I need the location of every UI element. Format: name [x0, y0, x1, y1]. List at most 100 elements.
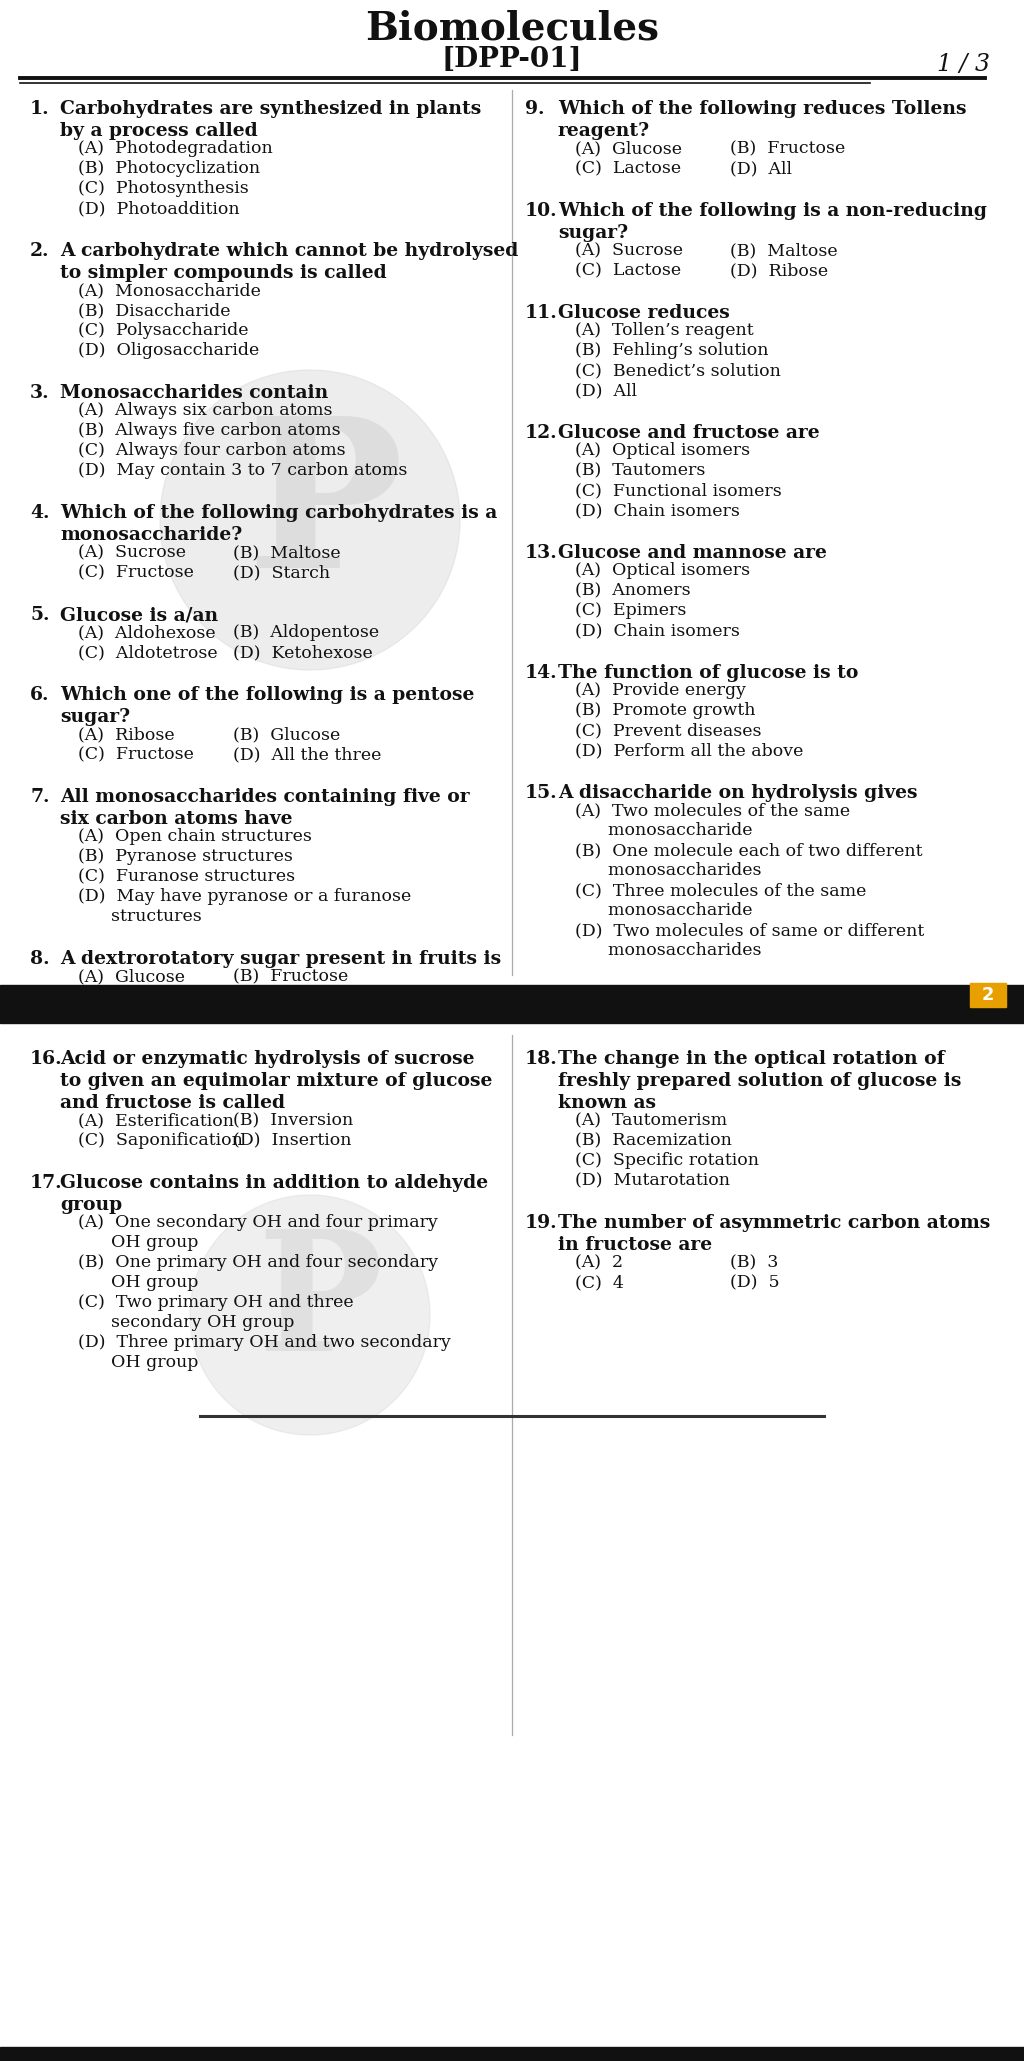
Text: OH group: OH group	[78, 1274, 199, 1290]
Text: Acid or enzymatic hydrolysis of sucrose: Acid or enzymatic hydrolysis of sucrose	[60, 1049, 474, 1068]
Text: in fructose are: in fructose are	[558, 1237, 712, 1253]
Text: (D)  May contain 3 to 7 carbon atoms: (D) May contain 3 to 7 carbon atoms	[78, 462, 408, 478]
Text: (A)  Tollen’s reagent: (A) Tollen’s reagent	[575, 322, 754, 338]
Text: OH group: OH group	[78, 1354, 199, 1371]
Text: (B)  Fructose: (B) Fructose	[730, 140, 845, 157]
Text: (D)  Starch: (D) Starch	[233, 987, 330, 1006]
Text: 17.: 17.	[30, 1175, 62, 1191]
Text: known as: known as	[558, 1094, 656, 1113]
Text: (A)  Open chain structures: (A) Open chain structures	[78, 829, 312, 845]
Text: (C)  4: (C) 4	[575, 1274, 624, 1290]
Text: (B)  One primary OH and four secondary: (B) One primary OH and four secondary	[78, 1253, 438, 1272]
Text: (A)  Glucose: (A) Glucose	[575, 140, 682, 157]
Text: 6.: 6.	[30, 686, 49, 705]
Text: (D)  Chain isomers: (D) Chain isomers	[575, 503, 740, 519]
Text: (C)  Photosynthesis: (C) Photosynthesis	[78, 179, 249, 198]
Text: Glucose contains in addition to aldehyde: Glucose contains in addition to aldehyde	[60, 1175, 488, 1191]
Text: (C)  Three molecules of the same: (C) Three molecules of the same	[575, 882, 866, 899]
Text: (D)  Mutarotation: (D) Mutarotation	[575, 1173, 730, 1189]
Text: (C)  Cellulose: (C) Cellulose	[78, 987, 197, 1006]
Bar	[0, 985, 1024, 1022]
Text: (C)  Polysaccharide: (C) Polysaccharide	[78, 322, 249, 338]
Text: 14.: 14.	[525, 664, 558, 682]
Text: 5.: 5.	[30, 606, 49, 624]
Text: (B)  3: (B) 3	[730, 1253, 778, 1272]
Text: (C)  Specific rotation: (C) Specific rotation	[575, 1152, 759, 1169]
Text: Which of the following is a non-reducing: Which of the following is a non-reducing	[558, 202, 987, 221]
Text: group: group	[60, 1195, 122, 1214]
Text: 19.: 19.	[525, 1214, 558, 1232]
Text: (B)  One molecule each of two different: (B) One molecule each of two different	[575, 843, 923, 859]
Text: (D)  Two molecules of same or different: (D) Two molecules of same or different	[575, 921, 925, 940]
Text: (A)  Photodegradation: (A) Photodegradation	[78, 140, 272, 157]
Text: (A)  Optical isomers: (A) Optical isomers	[575, 563, 751, 579]
Polygon shape	[190, 1195, 430, 1434]
Text: (C)  Always four carbon atoms: (C) Always four carbon atoms	[78, 441, 346, 460]
Text: (B)  Fructose: (B) Fructose	[233, 969, 348, 985]
Text: All monosaccharides containing five or: All monosaccharides containing five or	[60, 787, 470, 806]
Text: Glucose and fructose are: Glucose and fructose are	[558, 425, 819, 441]
Text: 18.: 18.	[525, 1049, 558, 1068]
Text: 2: 2	[982, 985, 994, 1004]
Text: (D)  Oligosaccharide: (D) Oligosaccharide	[78, 342, 259, 359]
Text: (A)  Always six carbon atoms: (A) Always six carbon atoms	[78, 402, 333, 418]
Text: (A)  Tautomerism: (A) Tautomerism	[575, 1113, 727, 1129]
Text: (D)  Perform all the above: (D) Perform all the above	[575, 742, 804, 758]
Text: 7.: 7.	[30, 787, 49, 806]
Text: (D)  Starch: (D) Starch	[233, 565, 330, 581]
Text: (A)  Aldohexose: (A) Aldohexose	[78, 624, 216, 641]
Text: (D)  5: (D) 5	[730, 1274, 779, 1290]
Text: sugar?: sugar?	[60, 709, 130, 725]
Text: (C)  Saponification: (C) Saponification	[78, 1131, 243, 1148]
Text: monosaccharide: monosaccharide	[575, 903, 753, 919]
Text: (C)  Functional isomers: (C) Functional isomers	[575, 482, 781, 499]
Text: monosaccharide?: monosaccharide?	[60, 526, 243, 544]
Text: (A)  2: (A) 2	[575, 1253, 624, 1272]
Text: (D)  May have pyranose or a furanose: (D) May have pyranose or a furanose	[78, 888, 412, 905]
Text: Glucose and mannose are: Glucose and mannose are	[558, 544, 826, 563]
Text: (D)  Ketohexose: (D) Ketohexose	[233, 643, 373, 662]
Bar	[970, 983, 1006, 1008]
Text: (A)  Optical isomers: (A) Optical isomers	[575, 441, 751, 460]
Text: structures: structures	[78, 909, 202, 925]
Text: 12.: 12.	[525, 425, 558, 441]
Text: freshly prepared solution of glucose is: freshly prepared solution of glucose is	[558, 1072, 962, 1090]
Text: (B)  Promote growth: (B) Promote growth	[575, 703, 756, 719]
Text: (B)  Fehling’s solution: (B) Fehling’s solution	[575, 342, 768, 359]
Text: (C)  Fructose: (C) Fructose	[78, 565, 194, 581]
Text: 9.: 9.	[525, 101, 545, 117]
Text: (C)  Lactose: (C) Lactose	[575, 161, 681, 177]
Text: A carbohydrate which cannot be hydrolysed: A carbohydrate which cannot be hydrolyse…	[60, 241, 518, 260]
Text: 1.: 1.	[30, 101, 49, 117]
Text: (B)  Pyranose structures: (B) Pyranose structures	[78, 847, 293, 866]
Text: to given an equimolar mixture of glucose: to given an equimolar mixture of glucose	[60, 1072, 493, 1090]
Text: (D)  All: (D) All	[730, 161, 792, 177]
Text: (B)  Maltose: (B) Maltose	[233, 544, 341, 561]
Text: (B)  Tautomers: (B) Tautomers	[575, 462, 706, 478]
Text: (C)  Benedict’s solution: (C) Benedict’s solution	[575, 363, 781, 379]
Text: (C)  Furanose structures: (C) Furanose structures	[78, 868, 295, 884]
Text: 8.: 8.	[30, 950, 49, 969]
Text: The number of asymmetric carbon atoms: The number of asymmetric carbon atoms	[558, 1214, 990, 1232]
Text: (D)  Insertion: (D) Insertion	[233, 1131, 351, 1148]
Text: (D)  Three primary OH and two secondary: (D) Three primary OH and two secondary	[78, 1333, 451, 1352]
Text: (B)  Anomers: (B) Anomers	[575, 581, 690, 600]
Text: monosaccharides: monosaccharides	[575, 942, 762, 958]
Text: (A)  One secondary OH and four primary: (A) One secondary OH and four primary	[78, 1214, 438, 1230]
Text: A disaccharide on hydrolysis gives: A disaccharide on hydrolysis gives	[558, 783, 918, 802]
Text: (C)  Epimers: (C) Epimers	[575, 602, 686, 618]
Text: (B)  Racemization: (B) Racemization	[575, 1131, 732, 1148]
Text: (B)  Glucose: (B) Glucose	[233, 725, 340, 744]
Text: (D)  Chain isomers: (D) Chain isomers	[575, 622, 740, 639]
Text: (C)  Prevent diseases: (C) Prevent diseases	[575, 721, 762, 740]
Text: (B)  Maltose: (B) Maltose	[730, 241, 838, 260]
Text: (C)  Aldotetrose: (C) Aldotetrose	[78, 643, 218, 662]
Text: Carbohydrates are synthesized in plants: Carbohydrates are synthesized in plants	[60, 101, 481, 117]
Text: Which of the following reduces Tollens: Which of the following reduces Tollens	[558, 101, 967, 117]
Text: (A)  Sucrose: (A) Sucrose	[78, 544, 186, 561]
Text: (B)  Photocyclization: (B) Photocyclization	[78, 161, 260, 177]
Text: monosaccharide: monosaccharide	[575, 822, 753, 839]
Text: (A)  Provide energy: (A) Provide energy	[575, 682, 746, 699]
Text: sugar?: sugar?	[558, 225, 628, 241]
Text: (D)  Photoaddition: (D) Photoaddition	[78, 200, 240, 216]
